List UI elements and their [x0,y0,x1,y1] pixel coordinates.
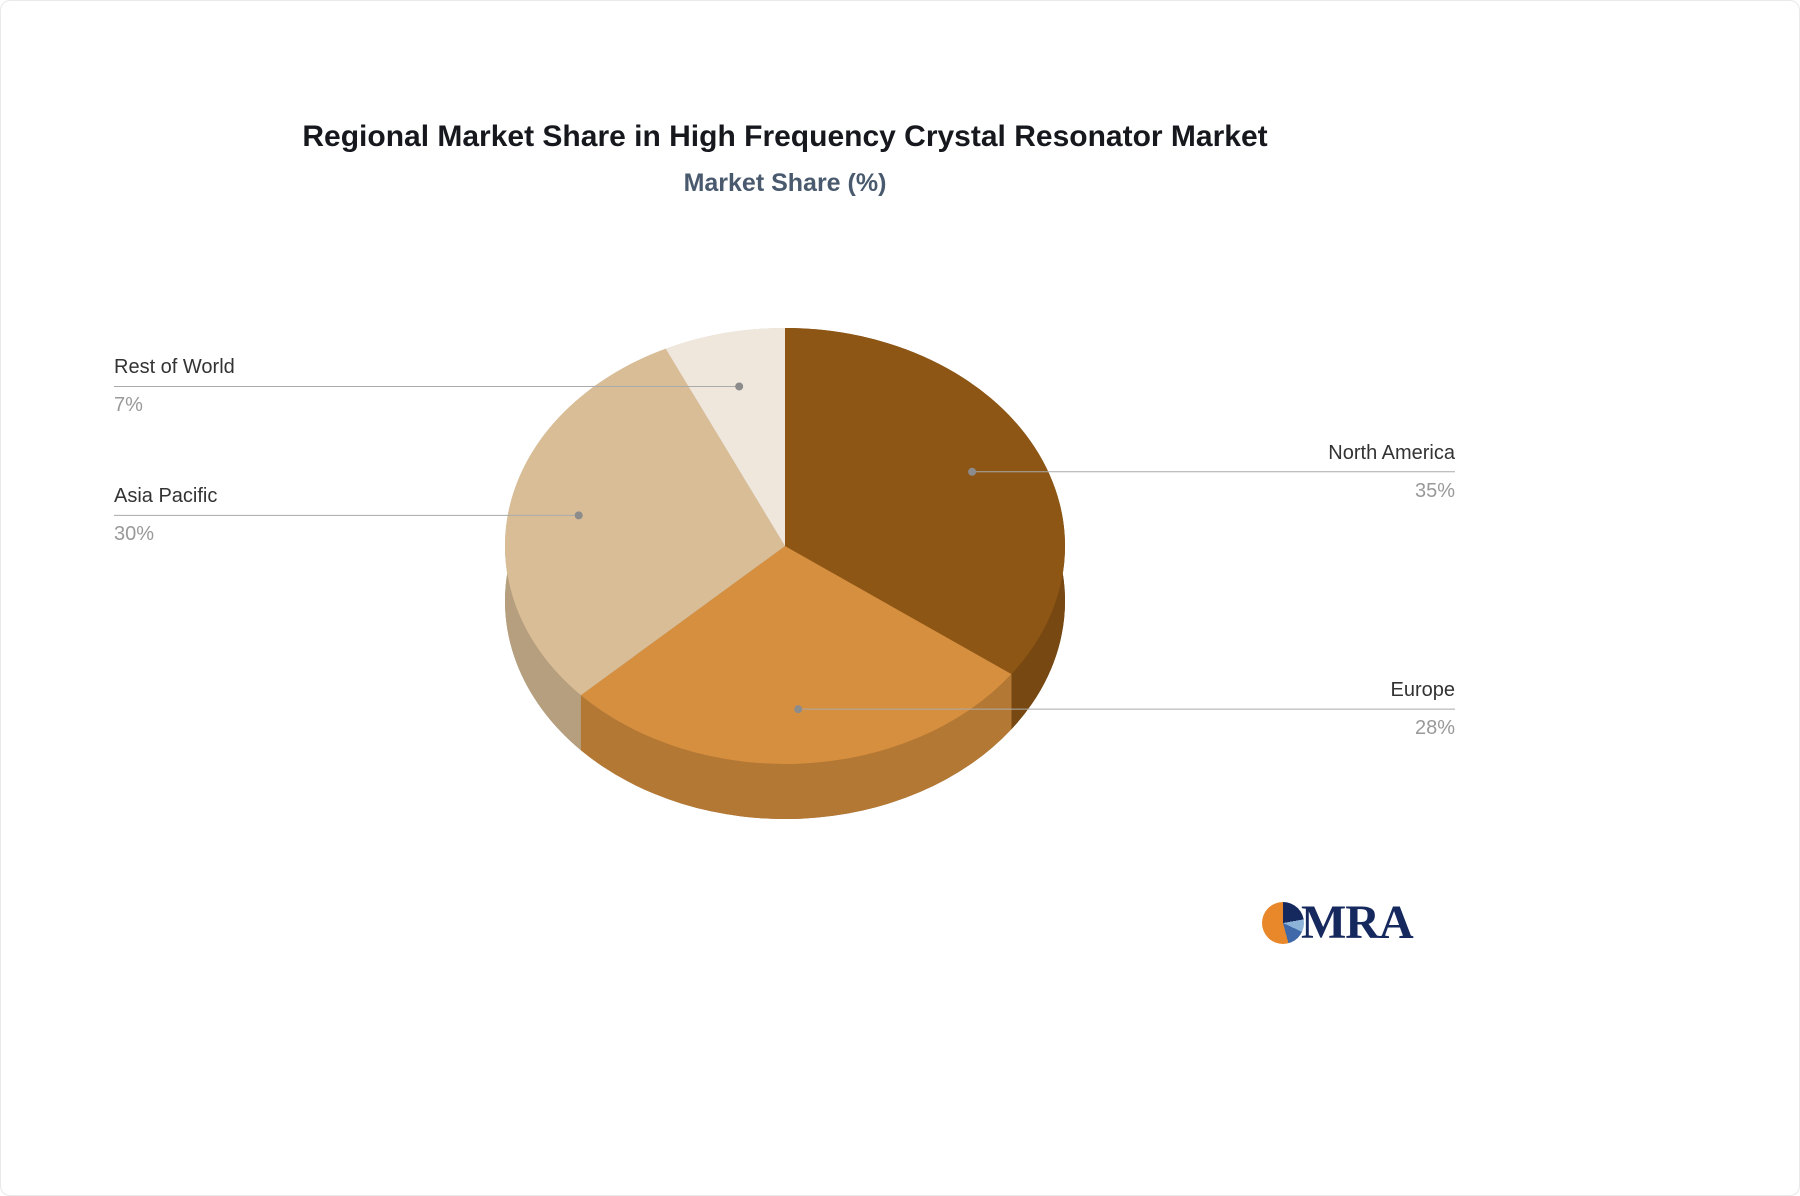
mra-logo-text: MRA [1301,896,1414,949]
mra-logo: MRA [1262,896,1414,949]
pie-slice-north-america [785,328,1065,675]
pie-slice-side-europe [580,674,1012,819]
slice-label-rest-of-world: Rest of World 7% [114,355,235,417]
slice-percent-north-america: 35% [1414,479,1455,502]
slice-percent-asia-pacific: 30% [114,523,155,546]
pie-slice-rest-of-world [665,328,785,546]
chart-title: Regional Market Share in High Frequency … [302,120,1268,153]
pie-slice-asia-pacific [504,348,785,696]
slice-label-north-america: North America 35% [1328,441,1455,503]
slice-percent-rest-of-world: 7% [114,394,143,417]
slice-name-rest-of-world: Rest of World [114,356,235,379]
slice-name-europe: Europe [1390,679,1456,702]
leader-dot-europe [794,705,803,714]
leader-dot-asia-pacific [574,511,583,520]
slice-label-europe: Europe 28% [1391,678,1456,740]
chart-subtitle: Market Share (%) [683,169,887,197]
slice-name-north-america: North America [1328,441,1455,464]
leader-dot-rest-of-world [735,382,744,391]
slice-name-asia-pacific: Asia Pacific [114,485,218,508]
mra-logo-pie-icon [1262,902,1304,944]
slice-label-asia-pacific: Asia Pacific 30% [114,484,217,546]
slice-percent-europe: 28% [1414,717,1455,740]
leader-dot-north-america [968,467,977,476]
